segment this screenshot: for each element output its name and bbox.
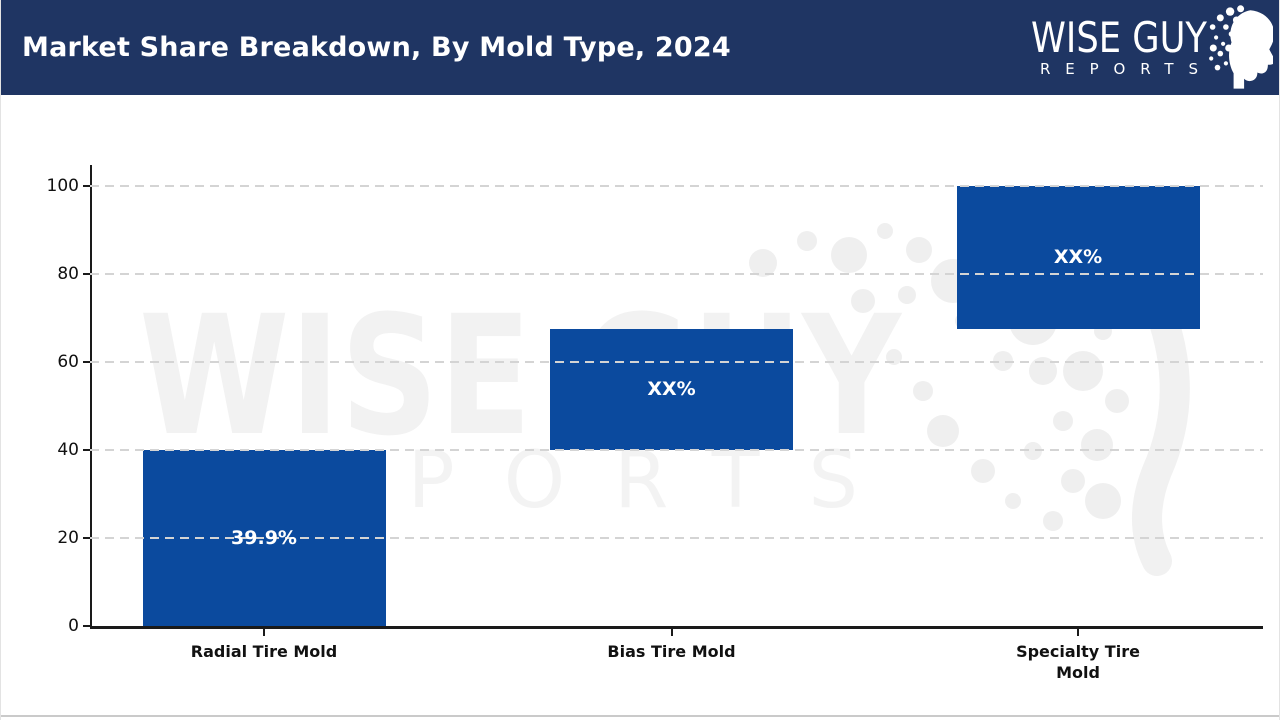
bar-value-label: 39.9% [231,527,297,550]
y-tick-mark [83,360,90,363]
y-tick-mark [83,625,90,627]
gridline-80 [90,272,1263,275]
x-tick-mark [1077,629,1079,636]
y-axis-spine [90,165,92,628]
y-tick-label: 100 [46,175,79,196]
x-category-label: Bias Tire Mold [607,642,736,661]
watermark-face-profile [1132,266,1190,576]
y-tick-mark [83,448,90,451]
y-tick-mark [83,272,90,275]
wiseguy-logo: WISE GUY REPORTS [1031,5,1273,89]
x-category-label: Specialty Tire Mold [1016,642,1140,682]
x-tick-mark [670,629,673,636]
x-tick-mark [263,629,265,636]
gridline-40 [90,448,1263,451]
logo-text-reports: REPORTS [1040,60,1198,78]
bar-specialty-tire-mold [956,185,1200,329]
bar-value-label: XX% [647,378,696,401]
plot-area: 0 20 40 60 80 100 39.9% Radial Tire Mold XX% Bias… [1,95,1279,720]
gridline-20 [90,536,1263,539]
bar-value-label: XX% [1053,246,1103,269]
gridline-60 [90,360,1263,363]
y-tick-label: 20 [57,527,79,548]
logo-face-icon [1209,5,1273,89]
y-tick-mark [83,184,90,187]
x-axis-spine [90,626,1263,629]
y-tick-label: 80 [57,263,79,284]
y-tick-label: 60 [57,351,79,372]
x-category-label: Radial Tire Mold [190,642,338,661]
y-tick-label: 40 [57,439,79,460]
logo-text-wiseguy: WISE GUY [1031,13,1207,62]
chart-title: Market Share Breakdown, By Mold Type, 20… [22,32,731,63]
y-tick-label: 0 [68,616,79,636]
bar-bias-tire-mold [550,328,793,451]
bottom-hairline [1,715,1279,717]
gridline-100 [90,184,1263,187]
header-band: Market Share Breakdown, By Mold Type, 20… [1,0,1279,95]
y-tick-mark [83,536,90,539]
